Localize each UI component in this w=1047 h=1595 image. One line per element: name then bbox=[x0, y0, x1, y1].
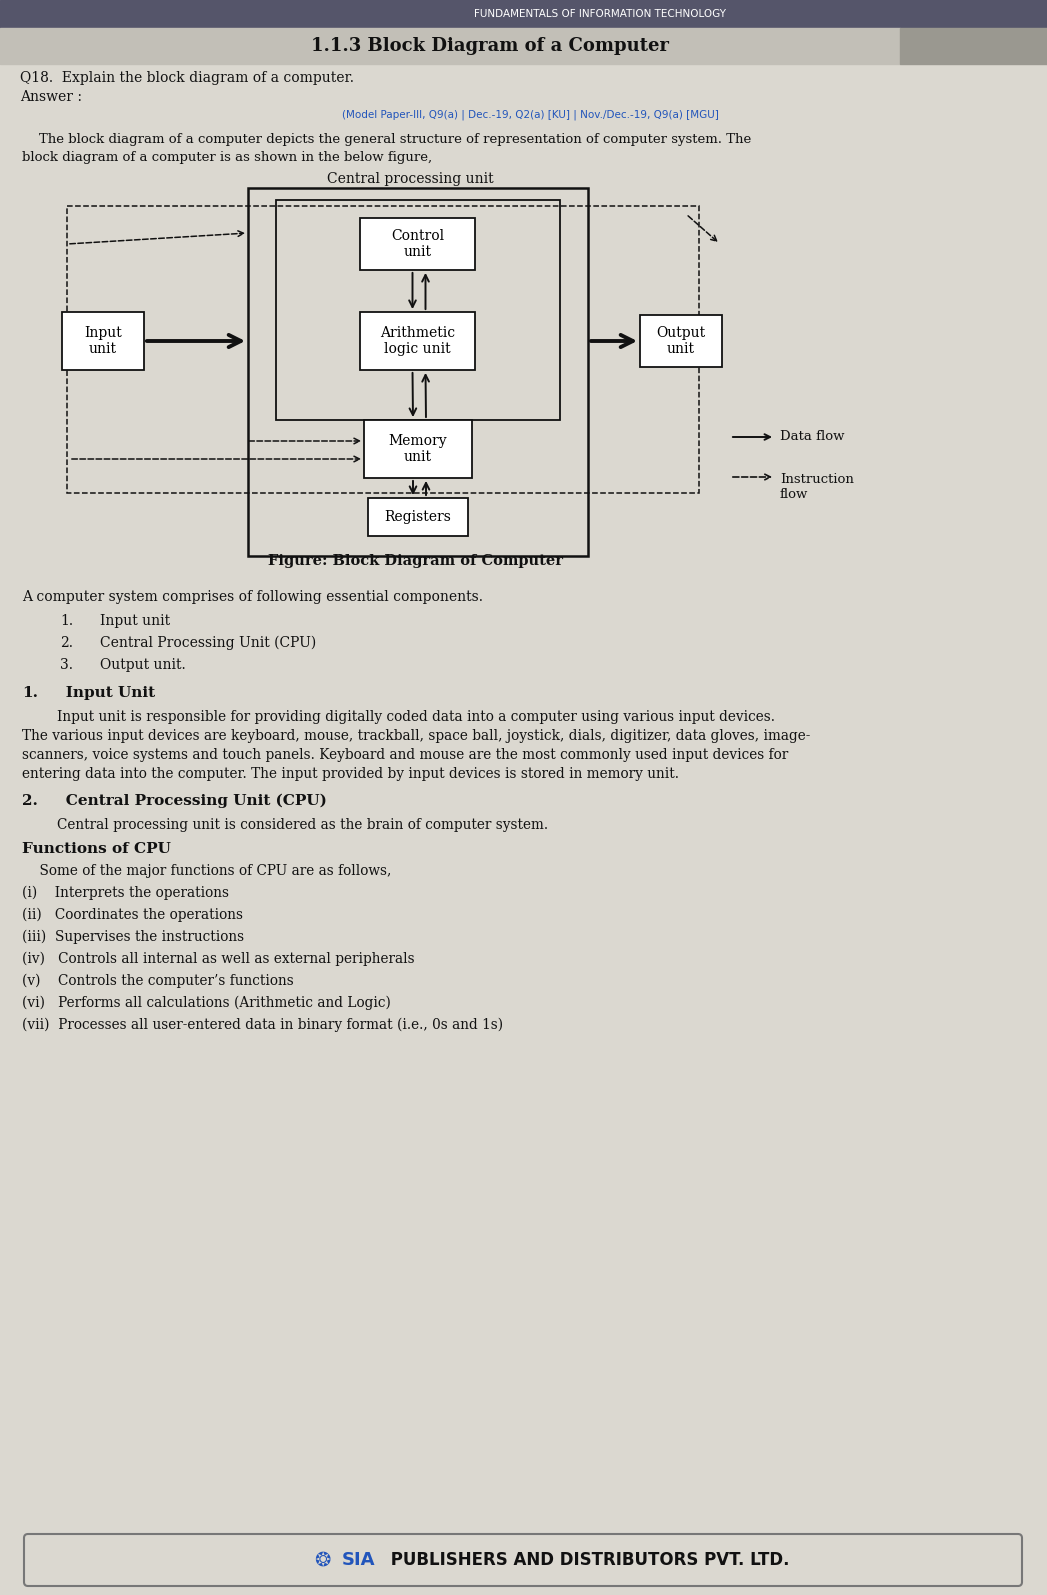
Text: Q18.  Explain the block diagram of a computer.: Q18. Explain the block diagram of a comp… bbox=[20, 72, 354, 85]
Text: 2.: 2. bbox=[22, 794, 38, 809]
Text: Some of the major functions of CPU are as follows,: Some of the major functions of CPU are a… bbox=[22, 864, 392, 877]
Text: 3.: 3. bbox=[60, 659, 73, 671]
Text: ❂: ❂ bbox=[314, 1550, 330, 1569]
Text: 1.: 1. bbox=[60, 614, 73, 628]
Text: PUBLISHERS AND DISTRIBUTORS PVT. LTD.: PUBLISHERS AND DISTRIBUTORS PVT. LTD. bbox=[385, 1550, 789, 1569]
Text: Memory
unit: Memory unit bbox=[388, 434, 447, 464]
Text: (vii)  Processes all user-entered data in binary format (i.e., 0s and 1s): (vii) Processes all user-entered data in… bbox=[22, 1018, 504, 1032]
Text: Control
unit: Control unit bbox=[391, 230, 444, 258]
Text: A computer system comprises of following essential components.: A computer system comprises of following… bbox=[22, 590, 483, 605]
Text: 2.: 2. bbox=[60, 636, 73, 651]
Text: Output unit.: Output unit. bbox=[101, 659, 185, 671]
Text: scanners, voice systems and touch panels. Keyboard and mouse are the most common: scanners, voice systems and touch panels… bbox=[22, 748, 788, 762]
Text: Input
unit: Input unit bbox=[84, 325, 121, 356]
Text: Central Processing Unit (CPU): Central Processing Unit (CPU) bbox=[101, 636, 316, 651]
Text: Data flow: Data flow bbox=[780, 431, 845, 443]
Bar bbox=[640, 314, 722, 367]
Bar bbox=[0, 29, 900, 64]
Bar bbox=[0, 0, 1047, 29]
Bar bbox=[367, 498, 468, 536]
Bar bbox=[276, 199, 560, 419]
Text: Central processing unit: Central processing unit bbox=[327, 172, 493, 187]
Text: Input unit is responsible for providing digitally coded data into a computer usi: Input unit is responsible for providing … bbox=[22, 710, 775, 724]
Bar bbox=[364, 419, 472, 478]
Text: (i)    Interprets the operations: (i) Interprets the operations bbox=[22, 885, 229, 901]
Bar bbox=[248, 188, 588, 557]
Text: Figure: Block Diagram of Computer: Figure: Block Diagram of Computer bbox=[267, 553, 562, 568]
Text: (iv)   Controls all internal as well as external peripherals: (iv) Controls all internal as well as ex… bbox=[22, 952, 415, 967]
Text: (vi)   Performs all calculations (Arithmetic and Logic): (vi) Performs all calculations (Arithmet… bbox=[22, 995, 391, 1010]
Text: Output
unit: Output unit bbox=[656, 325, 706, 356]
Bar bbox=[900, 29, 1047, 64]
Bar bbox=[67, 206, 699, 493]
Bar bbox=[360, 219, 475, 270]
Text: Answer :: Answer : bbox=[20, 89, 82, 104]
Text: Input unit: Input unit bbox=[101, 614, 170, 628]
Text: Registers: Registers bbox=[384, 510, 451, 525]
Text: 1.: 1. bbox=[22, 686, 38, 700]
Text: Functions of CPU: Functions of CPU bbox=[22, 842, 171, 857]
Text: SIA: SIA bbox=[342, 1550, 376, 1569]
Text: (v)    Controls the computer’s functions: (v) Controls the computer’s functions bbox=[22, 975, 294, 989]
Text: FUNDAMENTALS OF INFORMATION TECHNOLOGY: FUNDAMENTALS OF INFORMATION TECHNOLOGY bbox=[474, 10, 726, 19]
Text: Input Unit: Input Unit bbox=[50, 686, 155, 700]
Bar bbox=[62, 313, 144, 370]
Text: The various input devices are keyboard, mouse, trackball, space ball, joystick, : The various input devices are keyboard, … bbox=[22, 729, 810, 743]
Text: entering data into the computer. The input provided by input devices is stored i: entering data into the computer. The inp… bbox=[22, 767, 680, 782]
Text: (Model Paper-III, Q9(a) | Dec.-19, Q2(a) [KU] | Nov./Dec.-19, Q9(a) [MGU]: (Model Paper-III, Q9(a) | Dec.-19, Q2(a)… bbox=[341, 110, 718, 120]
Text: (iii)  Supervises the instructions: (iii) Supervises the instructions bbox=[22, 930, 244, 944]
Text: Instruction
flow: Instruction flow bbox=[780, 474, 854, 501]
Text: Central Processing Unit (CPU): Central Processing Unit (CPU) bbox=[50, 794, 327, 809]
Text: Arithmetic
logic unit: Arithmetic logic unit bbox=[380, 325, 455, 356]
Text: Central processing unit is considered as the brain of computer system.: Central processing unit is considered as… bbox=[22, 818, 549, 833]
Text: block diagram of a computer is as shown in the below figure,: block diagram of a computer is as shown … bbox=[22, 152, 432, 164]
Text: (ii)   Coordinates the operations: (ii) Coordinates the operations bbox=[22, 908, 243, 922]
Text: 1.1.3 Block Diagram of a Computer: 1.1.3 Block Diagram of a Computer bbox=[311, 37, 669, 54]
Bar bbox=[360, 313, 475, 370]
Text: The block diagram of a computer depicts the general structure of representation : The block diagram of a computer depicts … bbox=[22, 132, 752, 147]
